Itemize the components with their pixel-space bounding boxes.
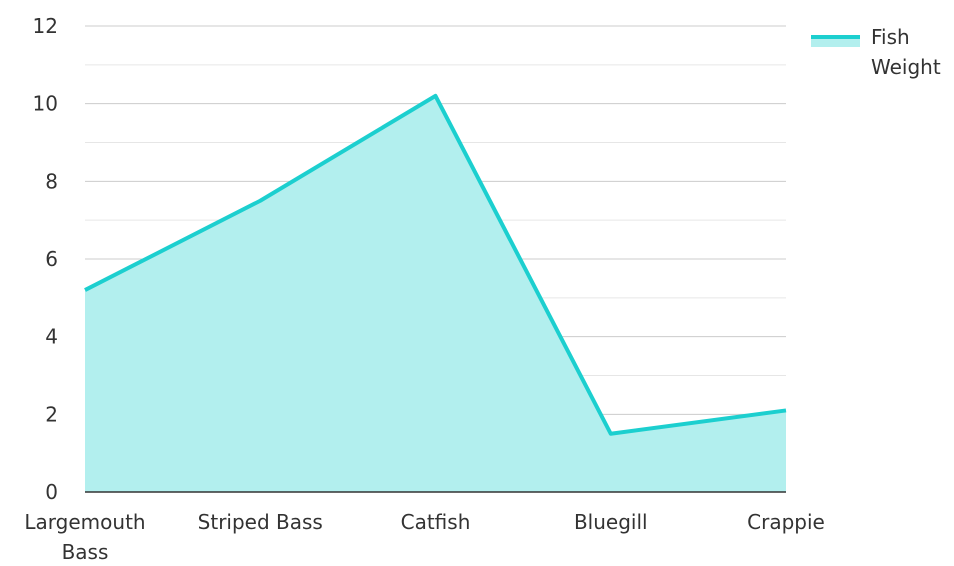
x-tick-label: Bluegill [574,510,648,534]
x-tick-label: Crappie [747,510,825,534]
y-tick-label: 12 [33,14,58,38]
y-tick-label: 10 [33,92,58,116]
x-tick-label: Catfish [401,510,471,534]
y-tick-label: 4 [45,325,58,349]
y-tick-labels: 0 2 4 6 8 10 12 [33,14,58,504]
x-tick-label: Striped Bass [198,510,323,534]
series-area-fill [85,96,786,492]
y-tick-label: 8 [45,169,58,193]
y-tick-label: 6 [45,247,58,271]
y-tick-label: 0 [45,480,58,504]
y-tick-label: 2 [45,402,58,426]
area-layer [85,96,786,492]
